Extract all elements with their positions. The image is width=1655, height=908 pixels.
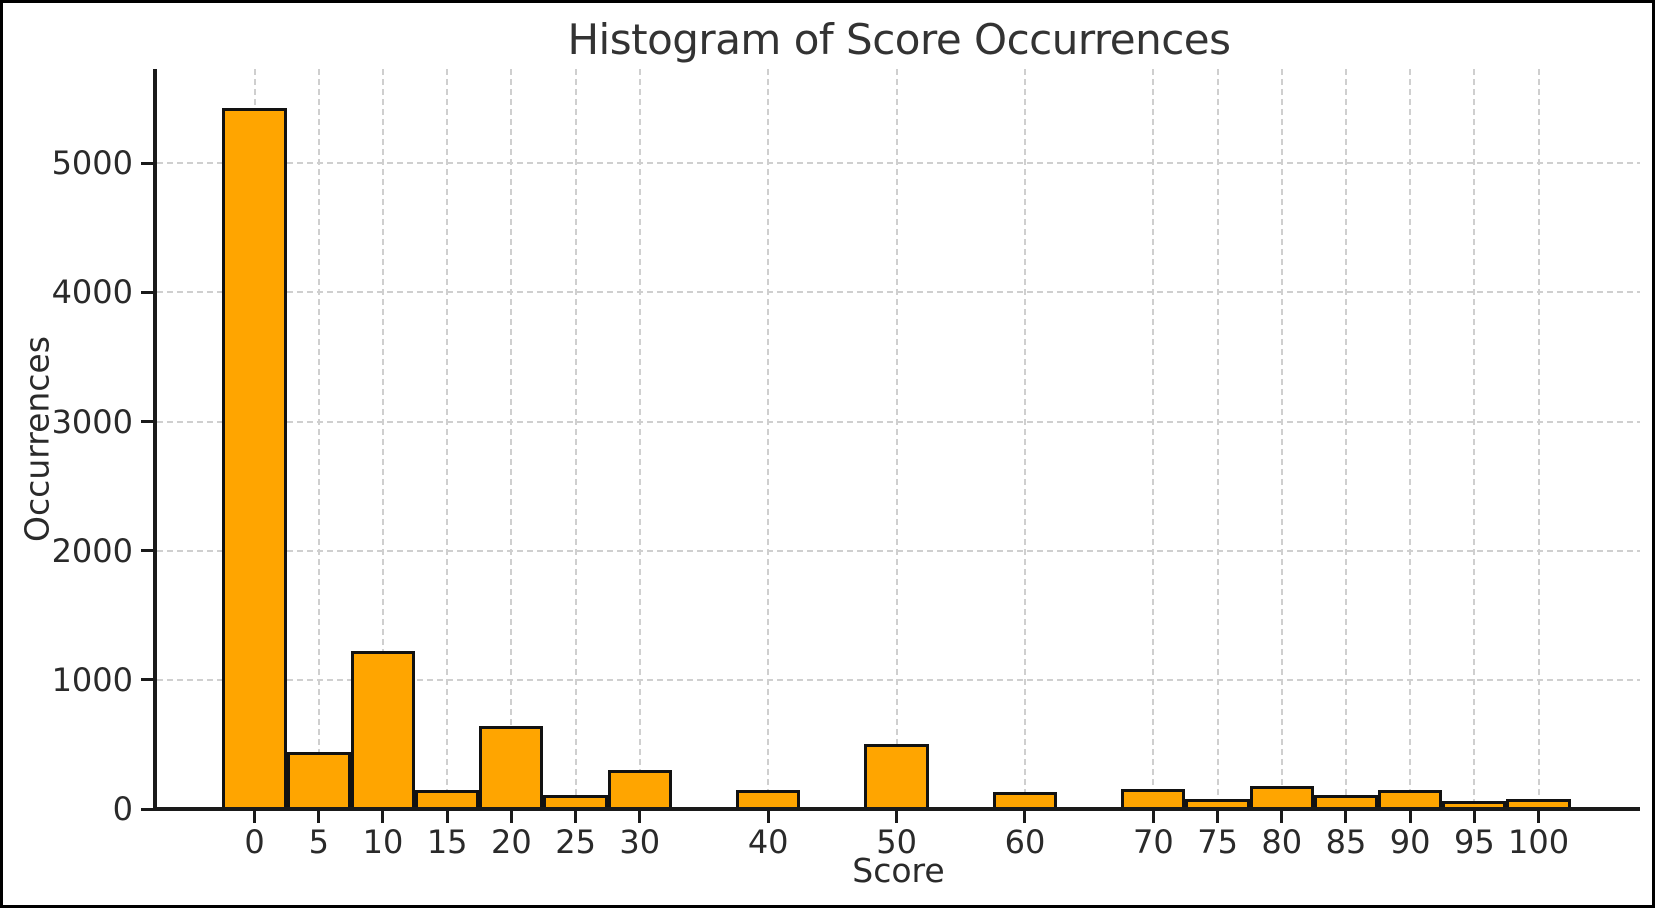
x-tick-mark (1472, 811, 1476, 823)
v-gridline (574, 69, 577, 809)
histogram-bar (415, 790, 480, 809)
x-tick-mark (766, 811, 770, 823)
y-tick-label: 2000 (51, 531, 133, 570)
histogram-bar (607, 770, 672, 809)
x-tick-label: 85 (1325, 823, 1367, 861)
y-tick-mark (141, 549, 153, 553)
y-tick-mark (141, 161, 153, 165)
x-tick-mark (1408, 811, 1412, 823)
x-tick-label: 60 (1004, 823, 1046, 861)
v-gridline (1409, 69, 1412, 809)
y-axis-label: Occurrences (17, 336, 57, 542)
x-tick-label: 90 (1389, 823, 1431, 861)
x-tick-label: 50 (876, 823, 917, 861)
histogram-bar (992, 791, 1058, 809)
x-tick-label: 40 (747, 823, 789, 861)
histogram-bar (1506, 798, 1571, 809)
v-gridline (317, 69, 320, 809)
x-tick-label: 70 (1133, 823, 1174, 861)
x-tick-mark (509, 811, 513, 823)
v-gridline (895, 69, 898, 809)
x-tick-label: 30 (619, 823, 661, 861)
v-gridline (1537, 69, 1540, 809)
x-tick-mark (445, 811, 449, 823)
v-gridline (381, 69, 384, 809)
v-gridline (446, 69, 449, 809)
x-tick-mark (1280, 811, 1284, 823)
x-axis-spine (153, 807, 1640, 811)
histogram-bar (736, 789, 801, 809)
histogram-bar (864, 744, 929, 809)
y-tick-label: 5000 (51, 144, 133, 183)
histogram-bar (1378, 789, 1443, 809)
x-tick-label: 100 (1508, 823, 1570, 861)
y-tick-mark (141, 807, 153, 811)
x-tick-label: 20 (491, 823, 532, 861)
histogram-bar (1185, 799, 1250, 809)
histogram-bar (1249, 786, 1314, 809)
y-axis-spine (153, 69, 157, 811)
x-tick-label: 95 (1454, 823, 1495, 861)
v-gridline (1216, 69, 1219, 809)
y-tick-mark (141, 678, 153, 682)
h-gridline (157, 162, 1640, 165)
histogram-bar (479, 726, 544, 809)
x-tick-mark (895, 811, 899, 823)
x-axis-label: Score (852, 851, 945, 890)
x-tick-mark (1023, 811, 1027, 823)
x-tick-mark (1344, 811, 1348, 823)
x-tick-label: 5 (308, 823, 329, 861)
y-tick-label: 3000 (51, 402, 133, 441)
v-gridline (1280, 69, 1283, 809)
histogram-bar (543, 795, 608, 809)
x-tick-mark (1151, 811, 1155, 823)
v-gridline (638, 69, 641, 809)
x-tick-mark (638, 811, 642, 823)
v-gridline (1023, 69, 1026, 809)
h-gridline (157, 420, 1640, 423)
v-gridline (510, 69, 513, 809)
histogram-bar (1121, 788, 1186, 809)
h-gridline (157, 549, 1640, 552)
y-tick-label: 4000 (51, 273, 133, 312)
h-gridline (157, 678, 1640, 681)
y-tick-label: 0 (112, 790, 133, 828)
v-gridline (1473, 69, 1476, 809)
x-tick-mark (1216, 811, 1220, 823)
x-tick-label: 0 (244, 823, 265, 861)
x-tick-mark (574, 811, 578, 823)
plot-area: 0 5 10 15 20 25 30 40 50 60 70 75 80 85 90 95 100 0 1000 20… (52, 69, 1640, 861)
x-tick-mark (317, 811, 321, 823)
x-tick-label: 15 (426, 823, 468, 861)
v-gridline (1344, 69, 1347, 809)
histogram-bar (222, 107, 287, 809)
y-tick-label: 1000 (51, 660, 133, 699)
histogram-bar (1313, 794, 1379, 809)
x-tick-label: 80 (1261, 823, 1303, 861)
x-tick-label: 10 (362, 823, 404, 861)
histogram-bar (350, 650, 416, 809)
x-tick-label: 25 (555, 823, 596, 861)
v-gridline (1152, 69, 1155, 809)
y-tick-mark (141, 290, 153, 294)
histogram-bar (286, 752, 351, 809)
x-tick-label: 75 (1197, 823, 1238, 861)
x-tick-mark (381, 811, 385, 823)
x-tick-mark (253, 811, 257, 823)
v-gridline (767, 69, 770, 809)
histogram-bar (1442, 800, 1507, 809)
chart-title: Histogram of Score Occurrences (567, 15, 1231, 64)
x-tick-mark (1537, 811, 1541, 823)
h-gridline (157, 291, 1640, 294)
y-tick-mark (141, 420, 153, 424)
